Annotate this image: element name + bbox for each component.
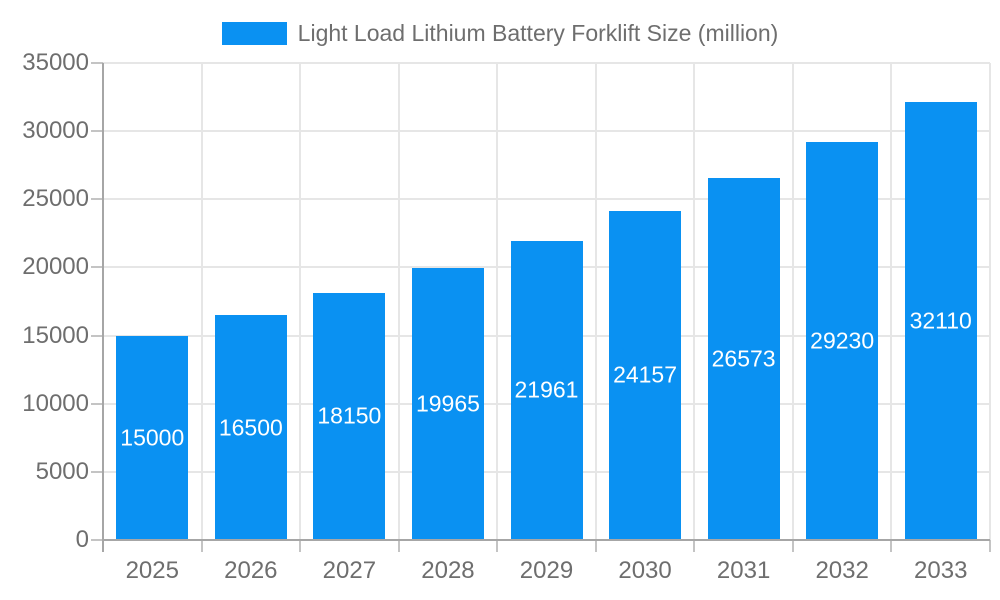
bar[interactable]: 21961 [510,240,583,540]
gridline-vertical [200,63,203,540]
y-axis-tick [91,198,103,201]
x-axis-tick [397,540,400,552]
x-axis-tick [496,540,499,552]
bar[interactable]: 24157 [609,210,682,540]
bar[interactable]: 16500 [214,315,287,540]
x-axis-tick [594,540,597,552]
x-tick-label: 2033 [914,557,968,584]
y-tick-label: 30000 [22,117,89,145]
y-tick-label: 35000 [22,49,89,76]
x-tick-label: 2025 [125,557,179,584]
y-tick-label: 5000 [35,457,89,485]
bar-value-label: 18150 [317,402,382,429]
y-axis-tick [91,539,103,541]
gridline-vertical [693,63,696,540]
legend-label: Light Load Lithium Battery Forklift Size… [297,20,779,46]
bar-value-label: 32110 [909,307,972,334]
y-tick-label: 25000 [22,185,89,213]
y-axis-tick [91,266,103,269]
x-axis-tick [200,540,203,552]
bar-value-label: 24157 [613,361,678,388]
bar-value-label: 29230 [810,327,875,354]
x-tick-label: 2031 [716,557,771,584]
x-axis-tick [791,540,794,552]
bar-value-label: 21961 [514,376,579,403]
y-tick-label: 0 [75,526,89,553]
bar-value-label: 26573 [711,345,776,372]
gridline-vertical [989,63,991,540]
bar[interactable]: 18150 [313,292,386,540]
gridline-vertical [397,63,400,540]
x-tick-label: 2027 [322,557,377,584]
y-axis-line [102,63,104,552]
bar[interactable]: 26573 [707,177,780,540]
bar[interactable]: 32110 [904,102,977,540]
bar-value-label: 15000 [120,424,185,451]
y-tick-label: 10000 [22,389,89,417]
x-tick-label: 2028 [421,557,475,584]
plot-area: 15000 16500 18150 19965 21961 24157 26573 29230… [103,62,991,540]
y-axis-tick [91,334,103,337]
gridline-vertical [791,63,794,540]
x-axis-tick [693,540,696,552]
gridline-horizontal [103,198,990,201]
bar[interactable]: 29230 [806,141,879,540]
legend[interactable]: Light Load Lithium Battery Forklift Size… [0,20,1000,46]
y-axis-tick [91,402,103,405]
gridline-vertical [299,63,302,540]
x-tick-label: 2026 [224,557,278,584]
x-axis-line [103,539,990,541]
bar[interactable]: 19965 [411,267,484,540]
bar-value-label: 19965 [415,390,480,417]
legend-swatch [221,21,287,45]
bar-value-label: 16500 [218,414,283,441]
bar[interactable]: 15000 [116,335,189,540]
gridline-horizontal [103,62,990,64]
x-tick-label: 2030 [618,557,672,584]
y-tick-label: 20000 [22,253,89,281]
y-axis-tick [91,130,103,133]
y-axis-tick [91,470,103,473]
y-axis-tick [91,62,103,64]
x-tick-label: 2029 [519,557,574,584]
gridline-vertical [890,63,893,540]
x-axis-tick [989,540,991,552]
y-tick-label: 15000 [22,321,89,349]
gridline-horizontal [103,130,990,133]
x-tick-label: 2032 [815,557,869,584]
gridline-vertical [496,63,499,540]
gridline-vertical [594,63,597,540]
x-axis-tick [299,540,302,552]
x-axis-tick [890,540,893,552]
